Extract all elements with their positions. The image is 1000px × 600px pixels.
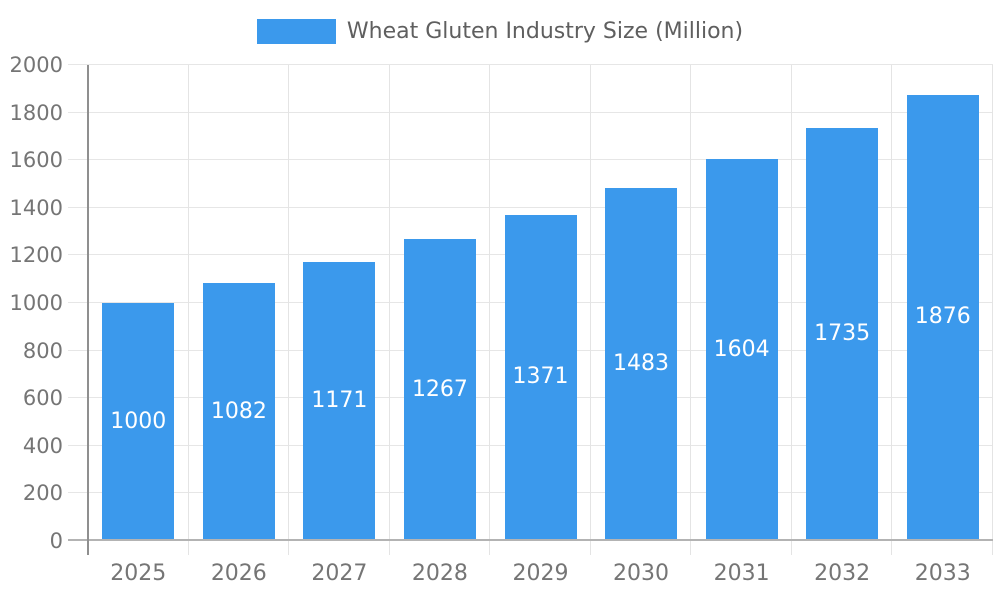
x-tick-label-2026: 2026 [210, 561, 267, 586]
gridline-y-1400 [68, 206, 993, 208]
y-tick-label-1200: 1200 [9, 243, 63, 268]
gridline-y-1600 [68, 159, 993, 161]
gridline-x-3 [388, 65, 390, 555]
x-axis-line [68, 539, 993, 541]
gridline-x-5 [589, 65, 591, 555]
bar-2025[interactable]: 1000 [102, 303, 175, 539]
bar-value-label: 1171 [311, 388, 368, 414]
x-tick-label-2032: 2032 [814, 561, 871, 586]
bar-2028[interactable]: 1267 [403, 239, 476, 539]
legend-swatch [256, 18, 336, 44]
x-tick-label-2031: 2031 [713, 561, 770, 586]
gridline-x-4 [489, 65, 491, 555]
y-tick-label-1000: 1000 [9, 291, 63, 315]
bar-value-label: 1371 [512, 364, 569, 390]
bar-value-label: 1604 [713, 336, 770, 362]
bar-value-label: 1000 [110, 408, 167, 434]
x-tick-label-2033: 2033 [914, 561, 971, 586]
bar-2030[interactable]: 1483 [605, 188, 678, 539]
y-tick-label-600: 600 [22, 386, 63, 411]
bar-2032[interactable]: 1735 [806, 128, 879, 539]
plot-area: 1000 1082 1171 1267 1371 1483 1604 1735 1876 [68, 64, 993, 555]
bar-2029[interactable]: 1371 [504, 214, 577, 539]
y-tick-label-400: 400 [22, 433, 63, 458]
y-tick-label-2000: 2000 [9, 53, 63, 77]
bar-value-label: 1267 [411, 376, 468, 402]
legend-label: Wheat Gluten Industry Size (Million) [346, 18, 744, 44]
y-tick-label-800: 800 [22, 338, 63, 363]
bar-2031[interactable]: 1604 [705, 159, 778, 539]
y-axis-line [87, 65, 89, 555]
x-tick-label-2029: 2029 [512, 561, 569, 586]
gridline-y-1800 [68, 111, 993, 113]
legend[interactable]: Wheat Gluten Industry Size (Million) [0, 18, 1000, 44]
y-tick-label-1600: 1600 [9, 148, 63, 173]
gridline-x-7 [790, 65, 792, 555]
bar-2033[interactable]: 1876 [906, 94, 979, 539]
y-tick-label-0: 0 [49, 529, 63, 553]
gridline-x-1 [187, 65, 189, 555]
gridline-x-8 [891, 65, 893, 555]
x-tick-label-2030: 2030 [613, 561, 670, 586]
y-tick-label-200: 200 [22, 481, 63, 506]
x-tick-label-2025: 2025 [110, 561, 167, 586]
gridline-x-9 [992, 65, 993, 555]
bar-value-label: 1082 [210, 398, 267, 424]
y-tick-label-1400: 1400 [9, 195, 63, 220]
bar-value-label: 1483 [613, 351, 670, 377]
x-tick-label-2027: 2027 [311, 561, 368, 586]
bar-value-label: 1876 [914, 304, 971, 330]
gridline-x-6 [690, 65, 692, 555]
gridline-y-2000 [68, 64, 993, 65]
y-tick-label-1800: 1800 [9, 100, 63, 125]
bar-value-label: 1735 [814, 321, 871, 347]
x-tick-label-2028: 2028 [411, 561, 468, 586]
gridline-x-2 [288, 65, 290, 555]
bar-2026[interactable]: 1082 [202, 283, 275, 539]
bar-2027[interactable]: 1171 [303, 262, 376, 539]
